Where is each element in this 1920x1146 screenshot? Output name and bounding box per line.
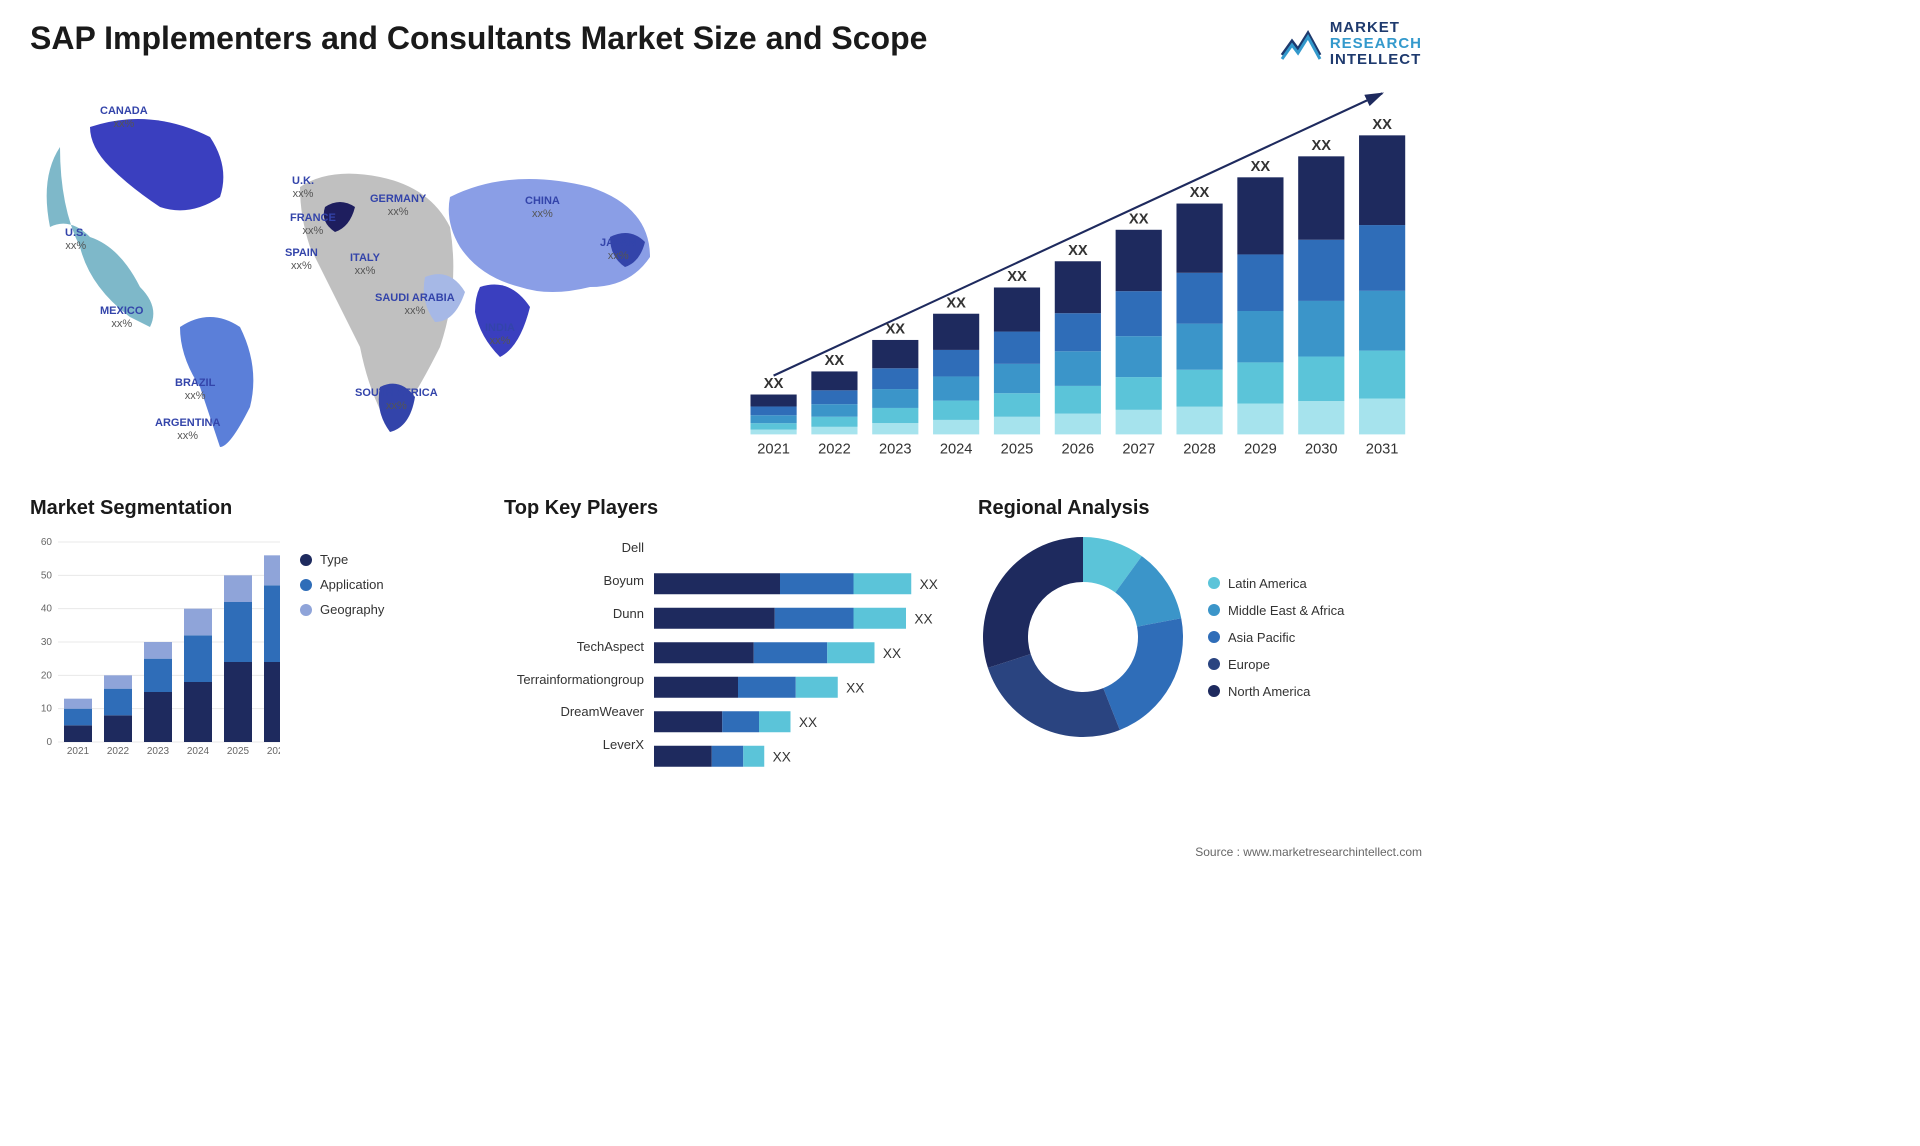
svg-text:0: 0	[46, 737, 52, 748]
svg-text:30: 30	[41, 637, 53, 648]
map-label: SPAINxx%	[285, 247, 318, 273]
svg-text:2022: 2022	[107, 746, 130, 757]
logo-icon	[1280, 23, 1322, 65]
svg-text:2021: 2021	[757, 442, 790, 458]
svg-text:40: 40	[41, 604, 53, 615]
segmentation-legend: Type Application Geography	[300, 532, 384, 762]
svg-text:XX: XX	[764, 376, 784, 392]
legend-item: Application	[300, 577, 384, 592]
bottom-row: Market Segmentation 0 10 20 30 40 50 60 2021 202…	[30, 497, 1422, 762]
svg-text:2022: 2022	[818, 442, 851, 458]
regional-title: Regional Analysis	[978, 497, 1422, 520]
map-label: MEXICOxx%	[100, 305, 143, 331]
players-labels: DellBoyumDunnTechAspectTerrainformationg…	[504, 532, 644, 762]
svg-text:XX: XX	[799, 715, 817, 730]
svg-text:XX: XX	[1372, 117, 1392, 133]
svg-text:XX: XX	[1311, 138, 1331, 154]
svg-text:XX: XX	[920, 577, 938, 592]
world-map-region: CANADAxx% U.S.xx% MEXICOxx% BRAZILxx% ARGENT…	[30, 87, 710, 467]
logo-line-3: INTELLECT	[1330, 52, 1422, 68]
svg-text:2026: 2026	[267, 746, 280, 757]
segmentation-chart: 0 10 20 30 40 50 60 2021 2022 2023 2024 2025 2026	[30, 532, 280, 762]
svg-text:50: 50	[41, 571, 53, 582]
svg-text:2025: 2025	[1001, 442, 1034, 458]
segmentation-title: Market Segmentation	[30, 497, 474, 520]
regional-donut-chart	[978, 532, 1188, 742]
svg-text:2028: 2028	[1183, 442, 1216, 458]
svg-text:2024: 2024	[940, 442, 973, 458]
svg-text:XX: XX	[1190, 186, 1210, 202]
map-label: BRAZILxx%	[175, 377, 215, 403]
players-bars-chart: XX XX XX XX XX XX	[654, 532, 948, 762]
player-label: DreamWeaver	[504, 696, 644, 729]
svg-text:XX: XX	[1068, 243, 1088, 259]
logo: MARKET RESEARCH INTELLECT	[1280, 20, 1422, 67]
player-label: Terrainformationgroup	[504, 664, 644, 697]
logo-line-1: MARKET	[1330, 20, 1422, 36]
regional-panel: Regional Analysis Latin America Middle Ea…	[978, 497, 1422, 762]
svg-text:XX: XX	[825, 353, 845, 369]
player-label: Dell	[504, 532, 644, 565]
map-label: JAPANxx%	[600, 237, 636, 263]
players-panel: Top Key Players DellBoyumDunnTechAspectT…	[504, 497, 948, 762]
logo-text: MARKET RESEARCH INTELLECT	[1330, 20, 1422, 67]
legend-item: North America	[1208, 684, 1344, 699]
page-title: SAP Implementers and Consultants Market …	[30, 20, 927, 57]
svg-text:XX: XX	[773, 750, 791, 765]
legend-item: Europe	[1208, 657, 1344, 672]
map-label: U.S.xx%	[65, 227, 86, 253]
map-label: SOUTH AFRICAxx%	[355, 387, 438, 413]
svg-text:10: 10	[41, 704, 53, 715]
logo-line-2: RESEARCH	[1330, 36, 1422, 52]
player-label: LeverX	[504, 729, 644, 762]
svg-text:XX: XX	[1129, 212, 1149, 228]
svg-text:XX: XX	[846, 681, 864, 696]
regional-legend: Latin America Middle East & Africa Asia Pa…	[1208, 576, 1344, 699]
player-label: Boyum	[504, 565, 644, 598]
players-title: Top Key Players	[504, 497, 948, 520]
svg-text:2029: 2029	[1244, 442, 1277, 458]
legend-item: Latin America	[1208, 576, 1344, 591]
market-size-bar-chart: XX 2021 XX 2022 XX 2023 XX 2024 XX 2025 XX 2026 XX 20…	[740, 87, 1422, 467]
legend-item: Middle East & Africa	[1208, 603, 1344, 618]
legend-item: Type	[300, 552, 384, 567]
svg-text:2024: 2024	[187, 746, 210, 757]
svg-text:2026: 2026	[1062, 442, 1095, 458]
map-label: ITALYxx%	[350, 252, 380, 278]
map-label: SAUDI ARABIAxx%	[375, 292, 455, 318]
source-attribution: Source : www.marketresearchintellect.com	[1195, 845, 1422, 859]
svg-text:XX: XX	[885, 322, 905, 338]
svg-text:2027: 2027	[1122, 442, 1155, 458]
svg-text:2025: 2025	[227, 746, 250, 757]
top-row: CANADAxx% U.S.xx% MEXICOxx% BRAZILxx% ARGENT…	[30, 87, 1422, 467]
svg-text:2023: 2023	[147, 746, 170, 757]
svg-text:XX: XX	[1251, 159, 1271, 175]
map-label: CHINAxx%	[525, 195, 560, 221]
svg-text:XX: XX	[1007, 269, 1027, 285]
svg-text:20: 20	[41, 671, 53, 682]
map-label: GERMANYxx%	[370, 193, 426, 219]
svg-text:2030: 2030	[1305, 442, 1338, 458]
map-label: ARGENTINAxx%	[155, 417, 220, 443]
svg-text:XX: XX	[946, 296, 966, 312]
svg-text:2023: 2023	[879, 442, 912, 458]
svg-text:XX: XX	[914, 612, 932, 627]
header: SAP Implementers and Consultants Market …	[30, 20, 1422, 67]
svg-text:2021: 2021	[67, 746, 90, 757]
svg-text:XX: XX	[883, 646, 901, 661]
player-label: TechAspect	[504, 631, 644, 664]
legend-item: Geography	[300, 602, 384, 617]
player-label: Dunn	[504, 598, 644, 631]
map-label: FRANCExx%	[290, 212, 336, 238]
svg-text:60: 60	[41, 537, 53, 548]
legend-item: Asia Pacific	[1208, 630, 1344, 645]
segmentation-panel: Market Segmentation 0 10 20 30 40 50 60 2021 202…	[30, 497, 474, 762]
map-label: CANADAxx%	[100, 105, 148, 131]
map-label: INDIAxx%	[485, 322, 515, 348]
map-label: U.K.xx%	[292, 175, 314, 201]
svg-text:2031: 2031	[1366, 442, 1399, 458]
